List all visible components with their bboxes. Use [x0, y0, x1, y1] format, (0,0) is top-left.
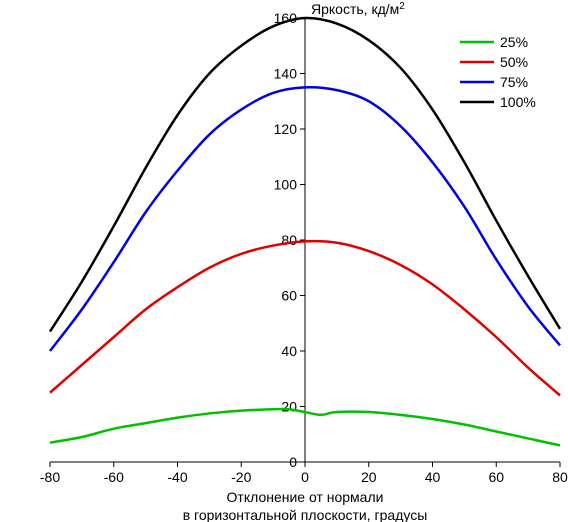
y-tick-label: 100: [274, 177, 298, 193]
y-tick-label: 40: [281, 343, 297, 359]
legend-label: 25%: [500, 34, 528, 50]
x-tick-label: 0: [301, 469, 309, 485]
x-tick-label: 20: [361, 469, 377, 485]
y-tick-label: 120: [274, 121, 298, 137]
x-tick-label: 60: [488, 469, 504, 485]
y-tick-label: 140: [274, 66, 298, 82]
x-axis-title-1: Отклонение от нормали: [227, 489, 384, 505]
x-axis-title-2: в горизонтальной плоскости, градусы: [183, 507, 428, 522]
y-tick-label: 0: [289, 454, 297, 470]
x-tick-label: -60: [104, 469, 124, 485]
x-tick-label: -80: [40, 469, 60, 485]
x-tick-label: -40: [167, 469, 187, 485]
brightness-angle-chart: -80 -60 -40 -20 0 20 40 60 80 0 20 40 60 80 100 120 140 1…: [0, 0, 568, 522]
y-tick-label: 60: [281, 288, 297, 304]
y-tick-label: 20: [281, 399, 297, 415]
x-tick-label: 40: [425, 469, 441, 485]
legend-label: 100%: [500, 94, 536, 110]
x-tick-label: 80: [552, 469, 568, 485]
y-tick-label: 80: [281, 232, 297, 248]
legend-label: 75%: [500, 74, 528, 90]
legend-label: 50%: [500, 54, 528, 70]
x-tick-label: -20: [231, 469, 251, 485]
y-axis-title: Яркость, кд/м2: [311, 1, 405, 18]
